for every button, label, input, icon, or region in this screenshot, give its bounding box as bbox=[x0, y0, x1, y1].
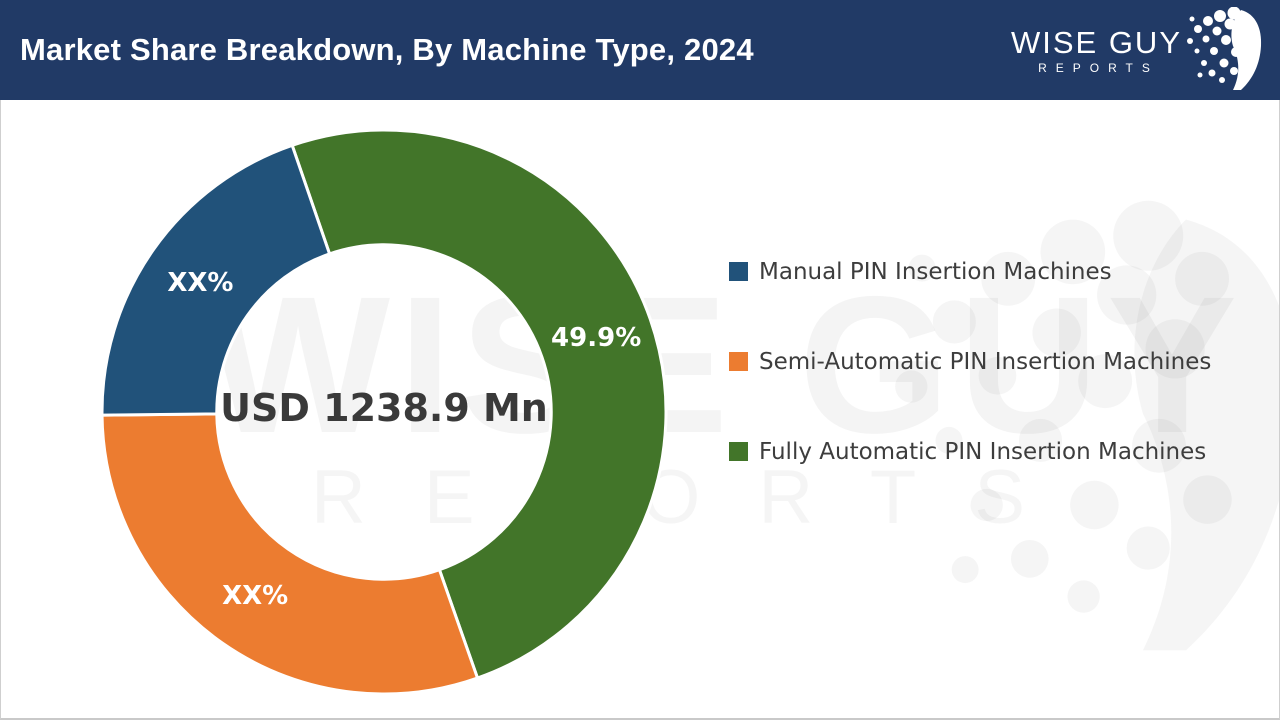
legend-label: Fully Automatic PIN Insertion Machines bbox=[759, 438, 1207, 465]
logo-wordmark: WISE GUY bbox=[1010, 24, 1182, 60]
legend-swatch bbox=[729, 442, 748, 461]
slice-label: XX% bbox=[222, 580, 289, 611]
legend-label: Manual PIN Insertion Machines bbox=[759, 258, 1112, 285]
donut-slice[interactable] bbox=[100, 412, 479, 696]
legend-swatch bbox=[729, 352, 748, 371]
donut-chart[interactable] bbox=[1, 100, 781, 720]
donut-slice[interactable] bbox=[290, 128, 668, 680]
logo-subtitle: REPORTS bbox=[1038, 61, 1159, 76]
brand-logo: WISE GUY REPORTS bbox=[1011, 7, 1262, 93]
legend-swatch bbox=[729, 262, 748, 281]
legend: Manual PIN Insertion Machines Semi-Automa… bbox=[729, 255, 1211, 525]
logo-wordmark-block: WISE GUY REPORTS bbox=[1010, 24, 1182, 76]
donut-center-label: USD 1238.9 Mn bbox=[220, 386, 548, 430]
slice-label: 49.9% bbox=[551, 323, 642, 354]
legend-item[interactable]: Fully Automatic PIN Insertion Machines bbox=[729, 435, 1211, 468]
legend-label: Semi-Automatic PIN Insertion Machines bbox=[759, 348, 1212, 375]
page-title: Market Share Breakdown, By Machine Type,… bbox=[20, 32, 754, 67]
logo-head-icon bbox=[1187, 7, 1262, 90]
donut-slice[interactable] bbox=[100, 143, 332, 417]
legend-item[interactable]: Manual PIN Insertion Machines bbox=[729, 255, 1211, 288]
legend-item[interactable]: Semi-Automatic PIN Insertion Machines bbox=[729, 345, 1211, 378]
header: Market Share Breakdown, By Machine Type,… bbox=[0, 0, 1280, 100]
chart-area: WISE GUY REPORTS 49.9% XX% XX% USD 1238.9 … bbox=[0, 100, 1280, 720]
slice-label: XX% bbox=[167, 267, 234, 298]
